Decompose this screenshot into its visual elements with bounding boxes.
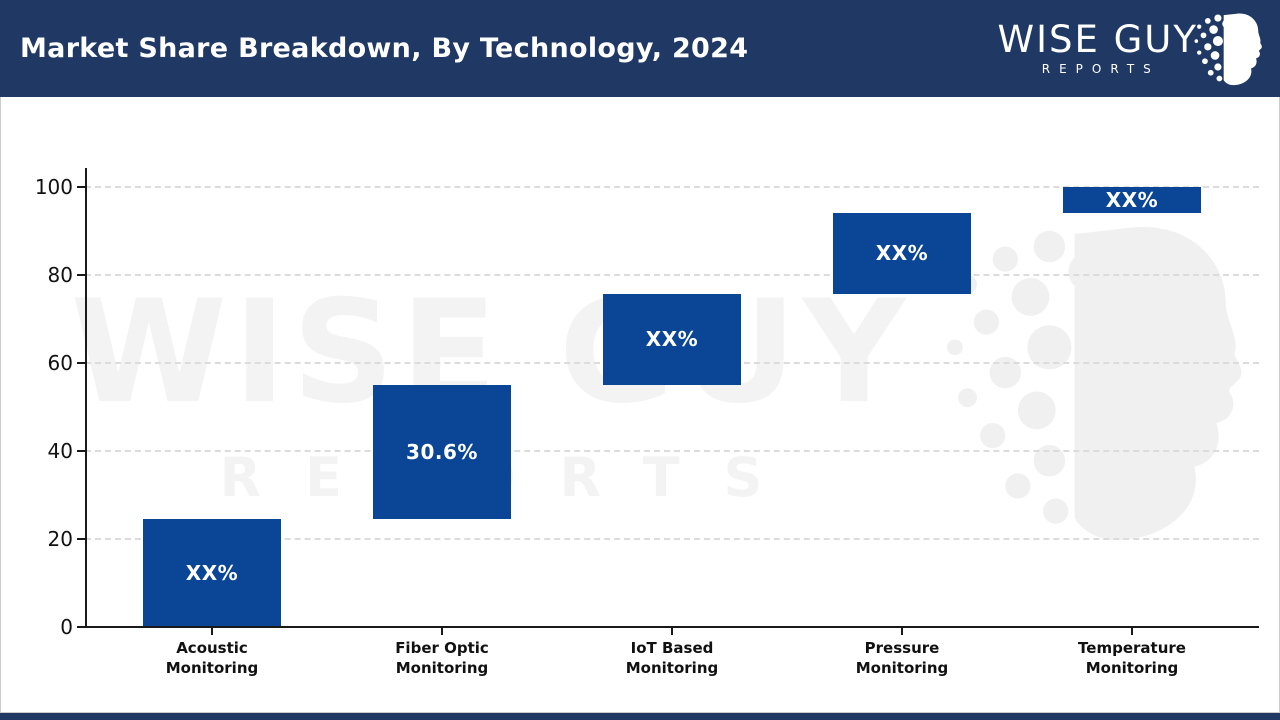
y-tick-mark: [77, 362, 85, 364]
gridline: [85, 274, 1259, 276]
gridline: [85, 186, 1259, 188]
y-tick-mark: [77, 626, 85, 628]
y-tick-mark: [77, 538, 85, 540]
logo-wordmark: WISE GUY: [997, 18, 1198, 61]
y-tick-label: 100: [34, 175, 73, 199]
logo-subtitle: REPORTS: [1041, 62, 1160, 76]
wise-guy-logo: WISE GUY REPORTS: [998, 9, 1264, 89]
bar: XX%: [603, 293, 741, 385]
x-category-label: IoT Based Monitoring: [625, 639, 719, 677]
bar-value-label: XX%: [875, 241, 929, 266]
x-category-label: Fiber Optic Monitoring: [395, 639, 489, 677]
bar-value-label: XX%: [185, 561, 239, 586]
y-tick-mark: [77, 450, 85, 452]
bar-value-label: XX%: [645, 327, 699, 352]
y-tick-label: 60: [47, 351, 73, 375]
header: Market Share Breakdown, By Technology, 2…: [0, 0, 1280, 97]
y-tick-label: 80: [47, 263, 73, 287]
x-axis: [85, 626, 1259, 628]
bar-value-label: 30.6%: [406, 439, 478, 464]
bar: 30.6%: [373, 384, 511, 520]
x-category-label: Temperature Monitoring: [1078, 639, 1186, 677]
watermark-face-icon: [947, 226, 1242, 540]
y-tick-label: 0: [60, 615, 73, 639]
bar: XX%: [833, 212, 971, 294]
face-profile-icon: [1194, 13, 1262, 85]
bar-value-label: XX%: [1105, 187, 1159, 212]
y-tick-label: 20: [47, 527, 73, 551]
chart-panel: WISE GUY REPORTS 0 20 40 60 80 100 XX% Acoustic…: [0, 97, 1280, 713]
x-category-label: Pressure Monitoring: [855, 639, 949, 677]
bar: XX%: [1063, 187, 1201, 213]
x-category-label: Acoustic Monitoring: [165, 639, 259, 677]
footer-bar: [0, 713, 1280, 720]
y-axis: [85, 168, 87, 628]
x-tick-mark: [211, 628, 213, 635]
gridline: [85, 538, 1259, 540]
bar: XX%: [143, 519, 281, 627]
y-tick-mark: [77, 274, 85, 276]
x-tick-mark: [441, 628, 443, 635]
x-tick-mark: [1131, 628, 1133, 635]
x-tick-mark: [901, 628, 903, 635]
logo-wordmark-block: WISE GUY REPORTS: [998, 21, 1198, 76]
page-title: Market Share Breakdown, By Technology, 2…: [20, 33, 749, 64]
y-tick-label: 40: [47, 439, 73, 463]
x-tick-mark: [671, 628, 673, 635]
gridline: [85, 450, 1259, 452]
y-tick-mark: [77, 186, 85, 188]
